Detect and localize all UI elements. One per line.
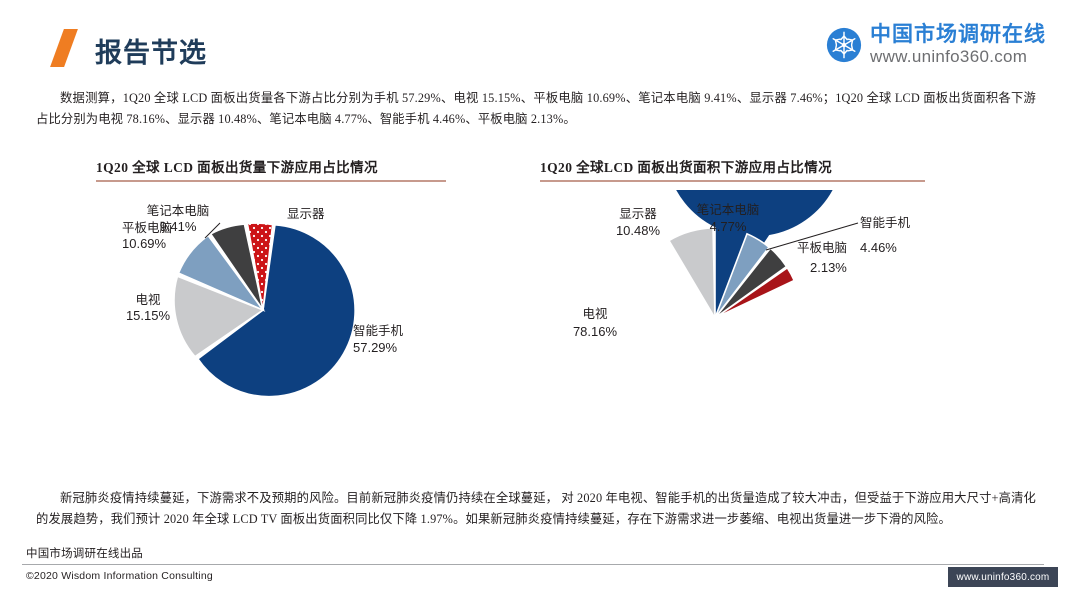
brand-name-cn: 中国市场调研在线 [870, 23, 1046, 46]
pie2-label-monitor-value: 10.48% [616, 223, 661, 238]
pie2-slice-tablet [714, 266, 796, 319]
pie-slice-smartphone [196, 223, 356, 398]
pie-label-smartphone-value: 57.29% [353, 340, 398, 355]
pie2-label-monitor-name: 显示器 [619, 207, 657, 221]
pie-label-smartphone-name: 智能手机 [353, 323, 404, 338]
pie-label-notebook-name: 笔记本电脑 [147, 203, 210, 218]
accent-slash [50, 29, 78, 67]
chart-title-shipment-volume: 1Q20 全球 LCD 面板出货量下游应用占比情况 [96, 160, 378, 175]
pie-slice-monitor [246, 222, 274, 311]
pie-label-tv-name: 电视 [135, 292, 161, 307]
pie2-label-tablet-name: 平板电脑 [797, 241, 847, 255]
leader-line-smartphone [765, 222, 859, 251]
pie2-label-smartphone-name: 智能手机 [860, 215, 911, 230]
chart-block-shipment-area: 1Q20 全球LCD 面板出货面积下游应用占比情况 [540, 156, 925, 182]
pie2-label-notebook-name: 笔记本电脑 [697, 202, 760, 217]
pie2-label-tv-value: 78.16% [573, 324, 618, 339]
pie2-label-notebook-value: 4.77% [710, 219, 747, 234]
pie-slice-tv [173, 275, 265, 358]
pie2-label-tablet-value: 2.13% [810, 260, 847, 275]
risk-paragraph: 新冠肺炎疫情持续蔓延，下游需求不及预期的风险。目前新冠肺炎疫情仍持续在全球蔓延，… [36, 491, 1036, 526]
pie-label-tablet-name: 平板电脑 [122, 221, 172, 235]
brand-logo: 中国市场调研在线 www.uninfo360.com [826, 24, 1046, 65]
pie2-label-tv-name: 电视 [582, 306, 608, 321]
footer-company: 中国市场调研在线出品 [26, 548, 143, 560]
pie-slice-notebook [209, 223, 264, 311]
chart-title-shipment-area: 1Q20 全球LCD 面板出货面积下游应用占比情况 [540, 160, 833, 175]
pie-label-monitor-name: 显示器 [287, 207, 325, 221]
snowflake-logo-icon [826, 27, 862, 62]
leader-line-tablet [204, 222, 221, 239]
intro-paragraph: 数据测算，1Q20 全球 LCD 面板出货量各下游占比分别为手机 57.29%、… [36, 91, 1036, 126]
pie-slice-tablet [177, 234, 266, 312]
chart-title-underline-2 [540, 180, 925, 182]
pie-chart-shipment-volume: 笔记本电脑 9.41% 平板电脑 10.69% 电视 15.15% 显示器 智能… [120, 190, 460, 400]
footer-url-badge[interactable]: www.uninfo360.com [948, 567, 1058, 587]
footer-divider [22, 564, 1044, 565]
chart-title-underline [96, 180, 446, 182]
pie-label-tv-value: 15.15% [126, 308, 171, 323]
brand-text: 中国市场调研在线 www.uninfo360.com [870, 24, 1046, 65]
page-title: 报告节选 [95, 38, 207, 68]
pie2-slice-monitor [667, 227, 716, 322]
footer-copyright: ©2020 Wisdom Information Consulting [26, 570, 213, 582]
brand-url: www.uninfo360.com [870, 47, 1028, 66]
pie2-label-smartphone-value: 4.46% [860, 240, 897, 255]
page-header: 报告节选 中国市场调研在线 www.uninfo360.com [0, 0, 1066, 84]
pie-chart-shipment-area: 显示器 10.48% 笔记本电脑 4.77% 智能手机 4.46% 平板电脑 2… [570, 190, 970, 405]
pie-label-tablet-value: 10.69% [122, 236, 167, 251]
pie-label-notebook-value: 9.41% [160, 219, 197, 234]
pie2-slice-notebook [714, 232, 771, 319]
chart-block-shipment-volume: 1Q20 全球 LCD 面板出货量下游应用占比情况 [96, 156, 446, 182]
